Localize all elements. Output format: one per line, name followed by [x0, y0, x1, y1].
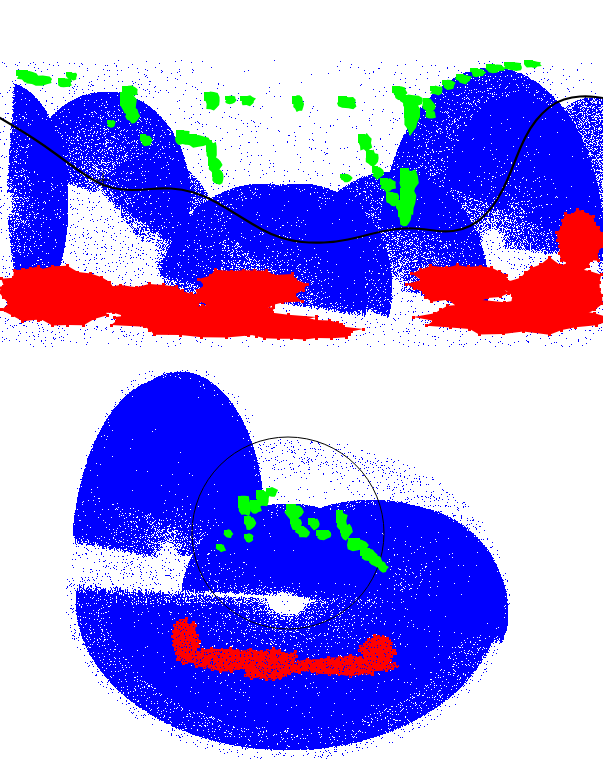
- projection-map-panel: [0, 0, 603, 370]
- projection-map-canvas: [0, 0, 603, 370]
- perspective-sphere-canvas: [0, 370, 603, 759]
- perspective-sphere-panel: [0, 370, 603, 759]
